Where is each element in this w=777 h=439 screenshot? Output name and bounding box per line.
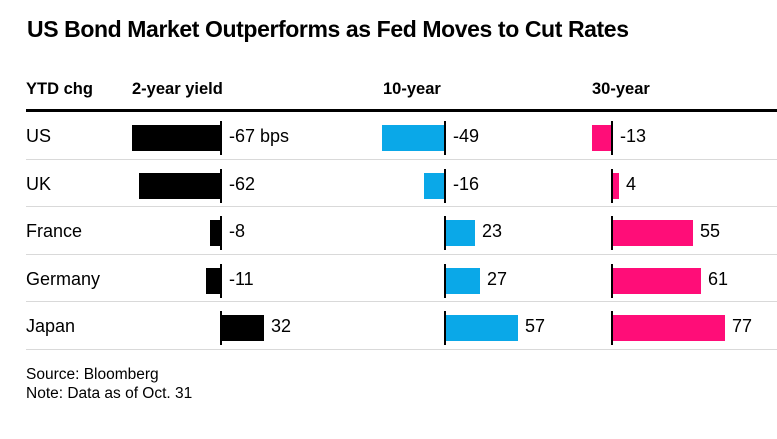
axis-baseline-tick bbox=[611, 263, 613, 298]
country-label: Japan bbox=[26, 316, 76, 337]
value-label: -11 bbox=[229, 268, 254, 289]
column-header-2-year-yield: 2-year yield bbox=[132, 80, 223, 98]
value-bar bbox=[210, 220, 220, 247]
country-label: Germany bbox=[26, 268, 101, 289]
value-label: -16 bbox=[453, 173, 480, 194]
axis-baseline-tick bbox=[220, 263, 222, 298]
value-bar bbox=[424, 172, 444, 199]
source-note: Source: Bloomberg bbox=[26, 366, 159, 383]
value-bar bbox=[382, 125, 444, 151]
table-row: UK -62 -16 4 bbox=[26, 160, 777, 208]
axis-baseline-tick bbox=[611, 168, 613, 203]
axis-baseline-tick bbox=[611, 216, 613, 251]
table-row: Japan 32 57 77 bbox=[26, 302, 777, 350]
value-label: 77 bbox=[732, 316, 753, 337]
data-note: Note: Data as of Oct. 31 bbox=[26, 384, 193, 402]
country-label: US bbox=[26, 126, 52, 146]
value-label: -49 bbox=[453, 126, 480, 146]
footer: Source: Bloomberg Note: Data as of Oct. … bbox=[26, 366, 192, 403]
axis-baseline-tick bbox=[444, 216, 446, 251]
axis-baseline-tick bbox=[220, 121, 222, 155]
value-label: 4 bbox=[626, 173, 637, 194]
axis-baseline-tick bbox=[444, 168, 446, 203]
value-label: -13 bbox=[620, 126, 647, 146]
value-bar bbox=[613, 220, 693, 247]
axis-baseline-tick bbox=[220, 311, 222, 346]
value-bar bbox=[446, 220, 475, 247]
country-label: France bbox=[26, 221, 83, 242]
axis-baseline-tick bbox=[444, 121, 446, 155]
table-row: France -8 23 55 bbox=[26, 207, 777, 255]
value-bar bbox=[206, 267, 220, 294]
column-header-30-year: 30-year bbox=[592, 80, 650, 98]
axis-baseline-tick bbox=[444, 311, 446, 346]
axis-baseline-tick bbox=[611, 121, 613, 155]
value-bar bbox=[613, 172, 619, 199]
value-bar bbox=[222, 315, 264, 342]
table-row: Germany -11 27 61 bbox=[26, 255, 777, 303]
value-label: -67 bps bbox=[229, 126, 290, 146]
value-bar bbox=[446, 315, 518, 342]
value-bar bbox=[613, 315, 725, 342]
value-bar bbox=[592, 125, 611, 151]
value-label: -8 bbox=[229, 221, 246, 242]
chart-title: US Bond Market Outperforms as Fed Moves … bbox=[27, 16, 629, 42]
value-label: 61 bbox=[708, 268, 729, 289]
axis-baseline-tick bbox=[220, 216, 222, 251]
country-label: UK bbox=[26, 173, 52, 194]
value-label: -62 bbox=[229, 173, 256, 194]
value-bar bbox=[446, 267, 480, 294]
value-label: 32 bbox=[271, 316, 292, 337]
value-bar bbox=[132, 125, 220, 151]
axis-baseline-tick bbox=[444, 263, 446, 298]
value-bar bbox=[613, 267, 701, 294]
value-label: 55 bbox=[700, 221, 721, 242]
header-rule bbox=[26, 109, 777, 112]
value-bar bbox=[139, 172, 220, 199]
axis-baseline-tick bbox=[220, 168, 222, 203]
table-row: US -67 bps -49 -13 bbox=[26, 112, 777, 160]
column-header-ytd-chg: YTD chg bbox=[26, 80, 93, 98]
axis-baseline-tick bbox=[611, 311, 613, 346]
rows: US -67 bps -49 -13 UK -62 -16 4 France -8 23 5… bbox=[26, 112, 777, 350]
value-label: 27 bbox=[487, 268, 508, 289]
value-label: 23 bbox=[482, 221, 503, 242]
column-header-10-year: 10-year bbox=[383, 80, 441, 98]
value-label: 57 bbox=[525, 316, 546, 337]
